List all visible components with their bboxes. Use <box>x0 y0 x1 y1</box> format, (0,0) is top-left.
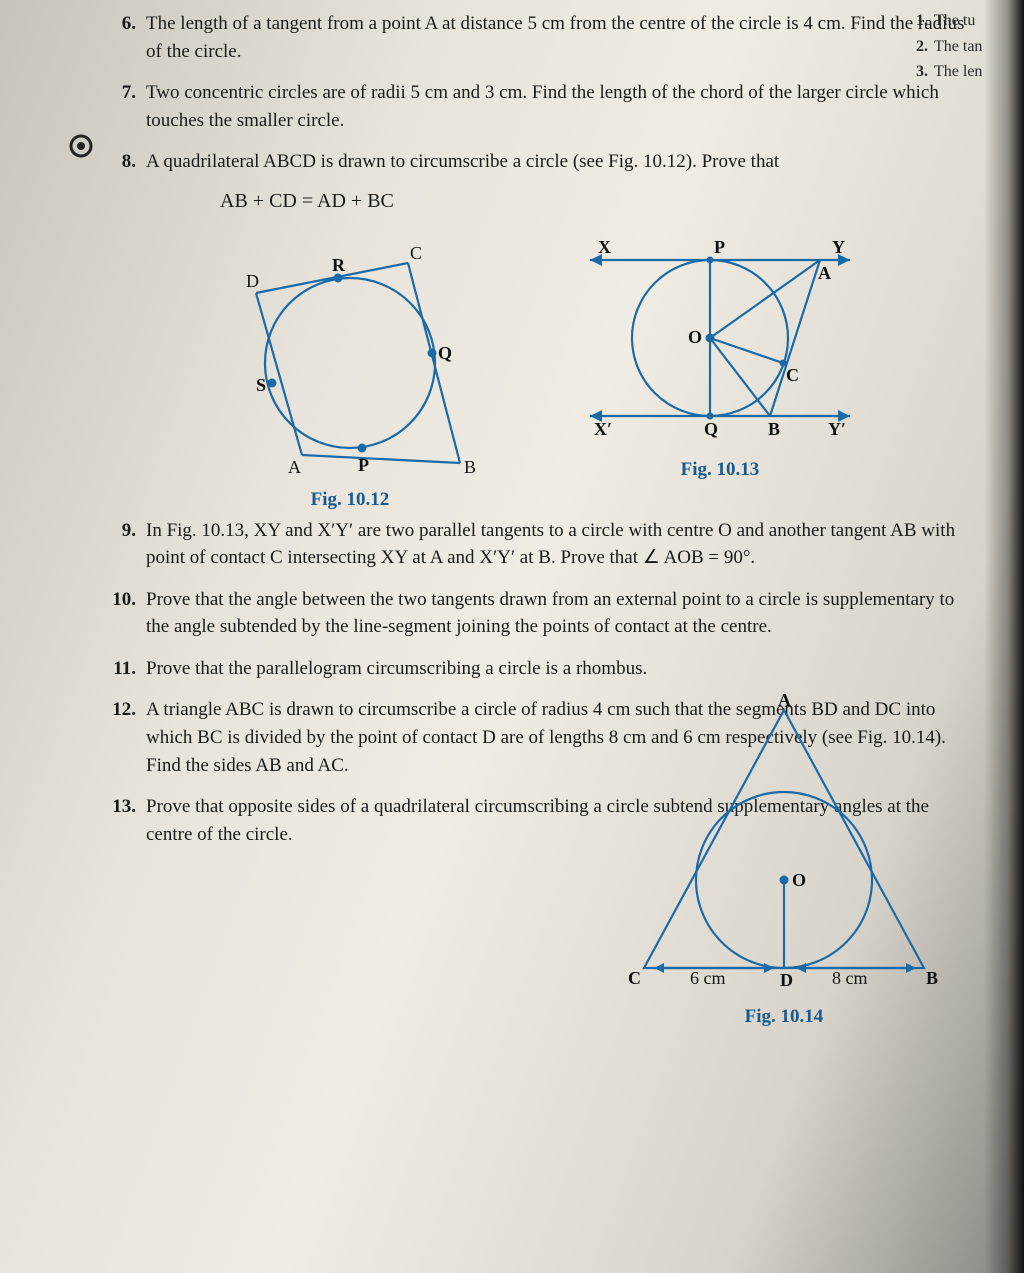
question-10: 10. Prove that the angle between the two… <box>100 586 980 641</box>
label-S: S <box>256 375 266 395</box>
fig-10-14-svg: A O C B D 6 cm 8 cm <box>624 690 944 1000</box>
label-C: C <box>410 243 422 263</box>
label-C: C <box>786 365 799 385</box>
q10-number: 10. <box>100 586 146 641</box>
q13-number: 13. <box>100 793 146 848</box>
label-D14: D <box>780 970 793 990</box>
fig-10-14-caption: Fig. 10.14 <box>745 1006 824 1028</box>
label-B: B <box>464 457 476 477</box>
q9-text: In Fig. 10.13, XY and X′Y′ are two paral… <box>146 517 980 572</box>
q10-text: Prove that the angle between the two tan… <box>146 586 980 641</box>
label-A14: A <box>778 690 791 710</box>
equation-q8: AB + CD = AD + BC <box>220 190 980 213</box>
q8-text: A quadrilateral ABCD is drawn to circums… <box>146 148 980 176</box>
figure-10-13: X Y X′ Y′ O P Q A B C Fig. 10.13 <box>570 223 870 511</box>
book-crease-shadow <box>984 0 1024 1273</box>
question-7: 7. Two concentric circles are of radii 5… <box>100 79 980 134</box>
label-D: D <box>246 271 259 291</box>
label-X: X <box>598 237 611 257</box>
label-P: P <box>714 237 725 257</box>
fig-10-13-svg: X Y X′ Y′ O P Q A B C <box>570 223 870 453</box>
figure-10-12: D C B A R Q P S Fig. 10.12 <box>210 223 490 511</box>
question-9: 9. In Fig. 10.13, XY and X′Y′ are two pa… <box>100 517 980 572</box>
label-O14: O <box>792 870 806 890</box>
question-8: 8. A quadrilateral ABCD is drawn to circ… <box>100 148 980 176</box>
fig-10-12-svg: D C B A R Q P S <box>210 223 490 483</box>
margin-marker-icon <box>68 133 94 159</box>
label-Xp: X′ <box>594 419 612 439</box>
label-Y: Y <box>832 237 845 257</box>
q9-number: 9. <box>100 517 146 572</box>
label-O: O <box>688 327 702 347</box>
question-6: 6. The length of a tangent from a point … <box>100 10 980 65</box>
figure-10-14: A O C B D 6 cm 8 cm Fig. 10.14 <box>624 690 944 1028</box>
label-Q: Q <box>704 419 718 439</box>
q11-text: Prove that the parallelogram circumscrib… <box>146 655 980 683</box>
q8-number: 8. <box>100 148 146 176</box>
label-A: A <box>288 457 301 477</box>
seg-8cm: 8 cm <box>832 968 868 988</box>
label-R: R <box>332 255 346 275</box>
fig-10-13-caption: Fig. 10.13 <box>681 459 760 481</box>
label-P: P <box>358 455 369 475</box>
label-Yp: Y′ <box>828 419 846 439</box>
question-11: 11. Prove that the parallelogram circums… <box>100 655 980 683</box>
label-Q: Q <box>438 343 452 363</box>
q6-text: The length of a tangent from a point A a… <box>146 10 980 65</box>
seg-6cm: 6 cm <box>690 968 726 988</box>
label-B14: B <box>926 968 938 988</box>
q12-number: 12. <box>100 696 146 779</box>
label-A: A <box>818 263 831 283</box>
label-C14: C <box>628 968 641 988</box>
q7-text: Two concentric circles are of radii 5 cm… <box>146 79 980 134</box>
q6-number: 6. <box>100 10 146 65</box>
q11-number: 11. <box>100 655 146 683</box>
figure-row: D C B A R Q P S Fig. 10.12 <box>100 223 980 511</box>
fig-10-12-caption: Fig. 10.12 <box>311 489 390 511</box>
label-B: B <box>768 419 780 439</box>
q7-number: 7. <box>100 79 146 134</box>
